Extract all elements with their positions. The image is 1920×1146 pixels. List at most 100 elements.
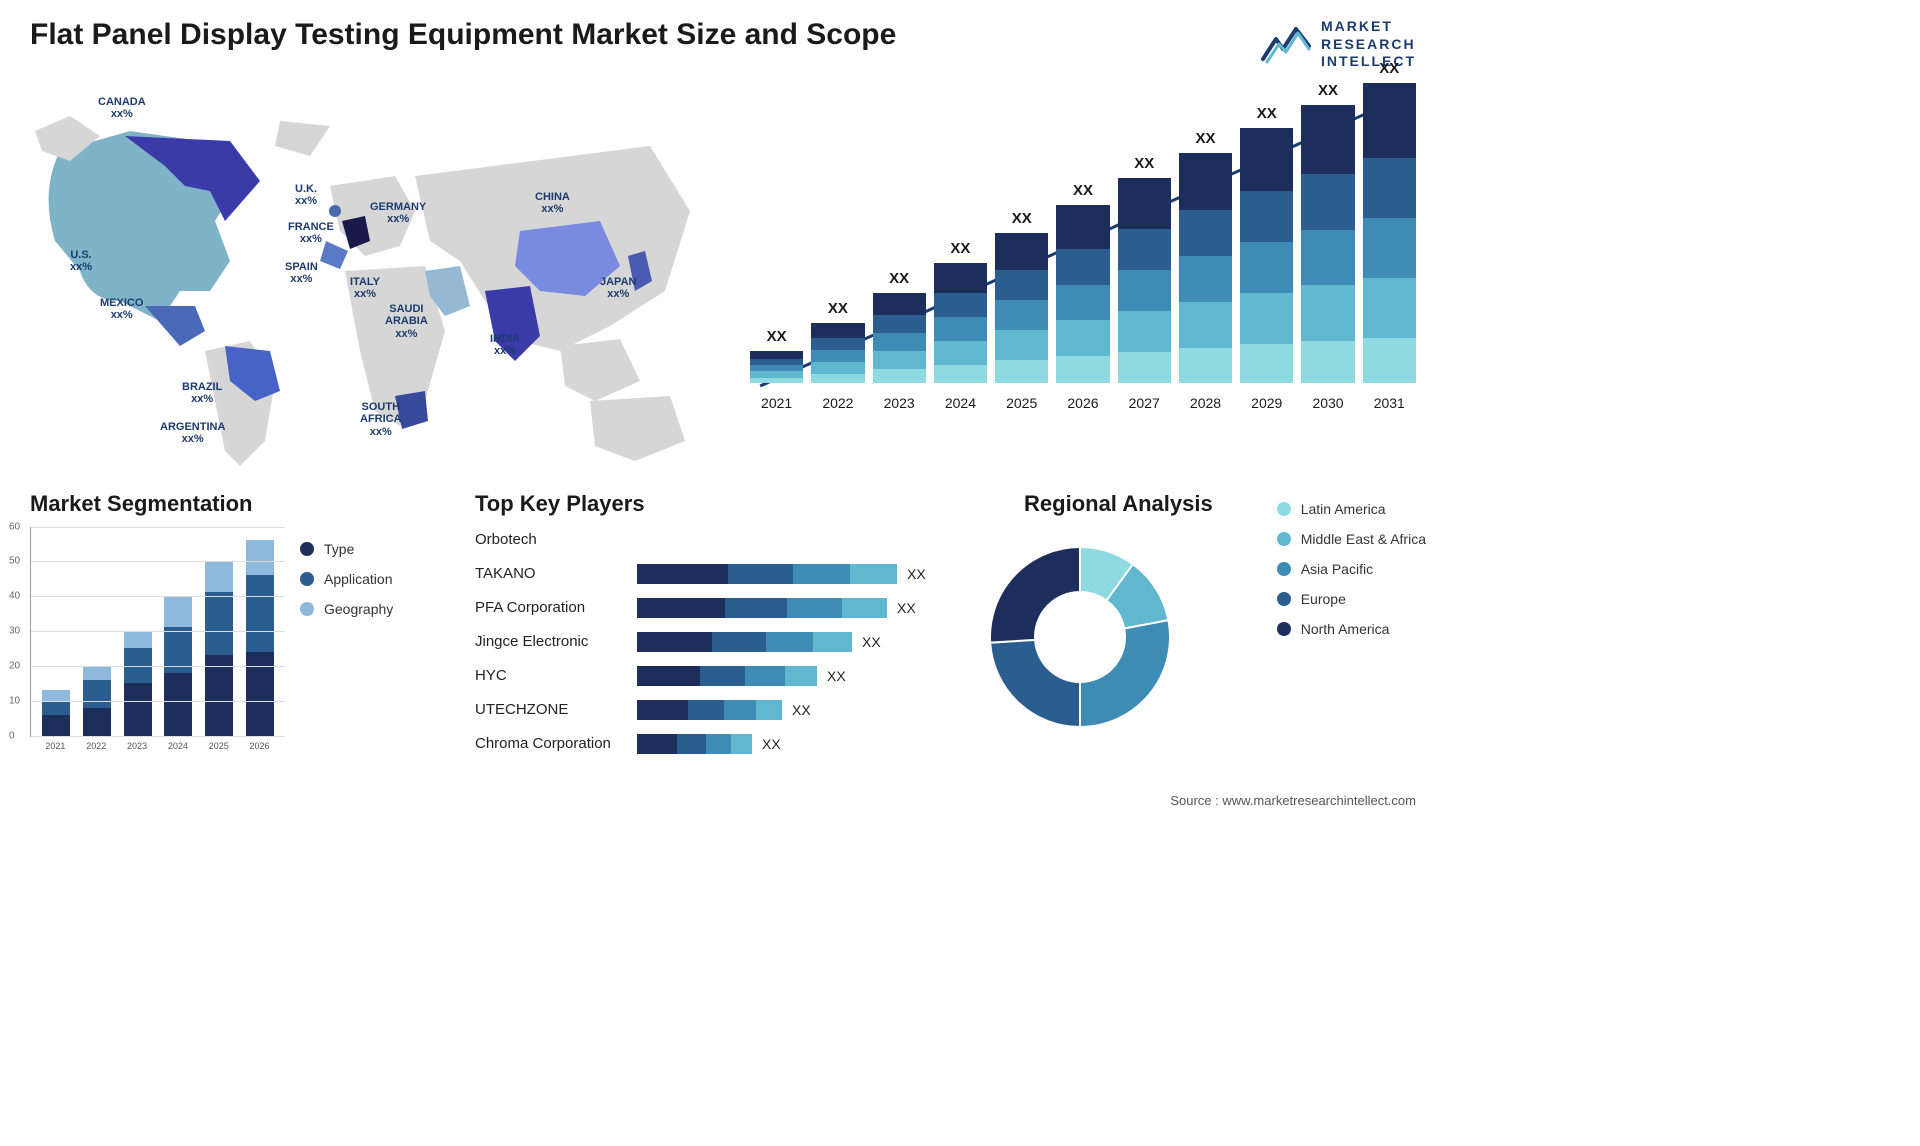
logo-mark-icon: [1261, 24, 1311, 64]
growth-bar-value: XX: [950, 240, 970, 257]
growth-bar-year: 2027: [1129, 395, 1160, 411]
map-label: ARGENTINAxx%: [160, 421, 225, 446]
seg-ytick: 0: [9, 730, 15, 741]
player-row: Jingce Electronic XX: [475, 629, 955, 655]
seg-bar-column: [124, 631, 152, 736]
player-value: XX: [762, 736, 781, 752]
seg-xlabel: 2025: [205, 741, 233, 751]
player-value: XX: [897, 600, 916, 616]
growth-bar-year: 2025: [1006, 395, 1037, 411]
growth-bar-year: 2029: [1251, 395, 1282, 411]
segmentation-title: Market Segmentation: [30, 491, 285, 517]
player-name: HYC: [475, 667, 625, 684]
player-row: TAKANO XX: [475, 561, 955, 587]
player-row: HYC XX: [475, 663, 955, 689]
growth-bar-column: XX2029: [1240, 105, 1293, 411]
seg-ytick: 60: [9, 521, 20, 532]
player-name: PFA Corporation: [475, 599, 625, 616]
seg-ytick: 30: [9, 626, 20, 637]
seg-bar-column: [42, 690, 70, 736]
growth-bar-year: 2031: [1374, 395, 1405, 411]
legend-item: Europe: [1277, 591, 1426, 607]
seg-xlabel: 2021: [41, 741, 69, 751]
map-label: SOUTHAFRICAxx%: [360, 401, 402, 439]
growth-bar-value: XX: [767, 328, 787, 345]
segmentation-chart: 0102030405060: [30, 527, 285, 737]
growth-bar-value: XX: [828, 300, 848, 317]
player-value: XX: [792, 702, 811, 718]
player-value: XX: [827, 668, 846, 684]
seg-xlabel: 2023: [123, 741, 151, 751]
regional-title: Regional Analysis: [980, 491, 1257, 517]
growth-bar-year: 2030: [1312, 395, 1343, 411]
player-value: XX: [907, 566, 926, 582]
growth-bar-column: XX 2025: [995, 210, 1048, 411]
regional-legend: Latin America Middle East & Africa Asia Pa…: [1277, 491, 1426, 637]
seg-xlabel: 2022: [82, 741, 110, 751]
legend-item: Application: [300, 571, 393, 587]
seg-ytick: 50: [9, 556, 20, 567]
map-label: JAPANxx%: [600, 276, 636, 301]
growth-bar-value: XX: [1134, 155, 1154, 172]
growth-bar-column: XX 2027: [1118, 155, 1171, 411]
player-name: Chroma Corporation: [475, 735, 625, 752]
growth-bar-year: 2028: [1190, 395, 1221, 411]
world-map-panel: CANADAxx%U.S.xx%MEXICOxx%BRAZILxx%ARGENT…: [30, 81, 710, 471]
growth-bar-year: 2021: [761, 395, 792, 411]
legend-item: Middle East & Africa: [1277, 531, 1426, 547]
legend-item: North America: [1277, 621, 1426, 637]
map-label: GERMANYxx%: [370, 201, 426, 226]
growth-bar-value: XX: [1318, 82, 1338, 99]
player-value: XX: [862, 634, 881, 650]
growth-bar-column: XX 2030: [1301, 82, 1354, 411]
growth-bar-column: XX 2021: [750, 328, 803, 411]
seg-xlabel: 2024: [164, 741, 192, 751]
legend-item: Asia Pacific: [1277, 561, 1426, 577]
logo-text-2: RESEARCH: [1321, 36, 1416, 54]
growth-bar-year: 2024: [945, 395, 976, 411]
growth-bar-value: XX: [1012, 210, 1032, 227]
map-label: ITALYxx%: [350, 276, 380, 301]
segmentation-legend: Type Application Geography: [300, 491, 393, 757]
legend-item: Type: [300, 541, 393, 557]
growth-bar-column: XX 2024: [934, 240, 987, 411]
map-label: CANADAxx%: [98, 96, 146, 121]
growth-bar-value: XX: [1073, 182, 1093, 199]
seg-ytick: 10: [9, 695, 20, 706]
growth-bar-value: XX: [1379, 60, 1399, 77]
growth-bar-column: XX 2026: [1056, 182, 1109, 411]
growth-bar-column: XX 2028: [1179, 130, 1232, 411]
legend-item: Geography: [300, 601, 393, 617]
segmentation-panel: Market Segmentation 0102030405060 2021 20…: [30, 491, 450, 757]
map-label: FRANCExx%: [288, 221, 334, 246]
logo-text-1: MARKET: [1321, 18, 1416, 36]
map-label: BRAZILxx%: [182, 381, 222, 406]
map-label: U.S.xx%: [70, 249, 92, 274]
growth-bar-column: XX 2023: [873, 270, 926, 411]
growth-bar-value: XX: [1195, 130, 1215, 147]
regional-donut-chart: [980, 537, 1180, 737]
player-row: UTECHZONE XX: [475, 697, 955, 723]
player-row: Chroma Corporation XX: [475, 731, 955, 757]
player-name: UTECHZONE: [475, 701, 625, 718]
map-label: SAUDIARABIAxx%: [385, 303, 428, 341]
growth-bar-value: XX: [889, 270, 909, 287]
key-players-title: Top Key Players: [475, 491, 955, 517]
legend-item: Latin America: [1277, 501, 1426, 517]
seg-bar-column: [246, 540, 274, 736]
regional-panel: Regional Analysis Latin America Middle Ea…: [980, 491, 1426, 757]
growth-bar-column: XX 2031: [1363, 60, 1416, 411]
source-footer: Source : www.marketresearchintellect.com: [1170, 793, 1416, 808]
player-name: Jingce Electronic: [475, 633, 625, 650]
seg-bar-column: [205, 561, 233, 736]
map-label: CHINAxx%: [535, 191, 570, 216]
map-label: U.K.xx%: [295, 183, 317, 208]
growth-bar-year: 2022: [822, 395, 853, 411]
page-title: Flat Panel Display Testing Equipment Mar…: [30, 18, 896, 52]
player-name: TAKANO: [475, 565, 625, 582]
player-row: Orbotech: [475, 527, 955, 553]
growth-bar-year: 2026: [1067, 395, 1098, 411]
seg-xlabel: 2026: [246, 741, 274, 751]
growth-bar-year: 2023: [884, 395, 915, 411]
key-players-panel: Top Key Players Orbotech TAKANO XX PFA Corp…: [475, 491, 955, 757]
